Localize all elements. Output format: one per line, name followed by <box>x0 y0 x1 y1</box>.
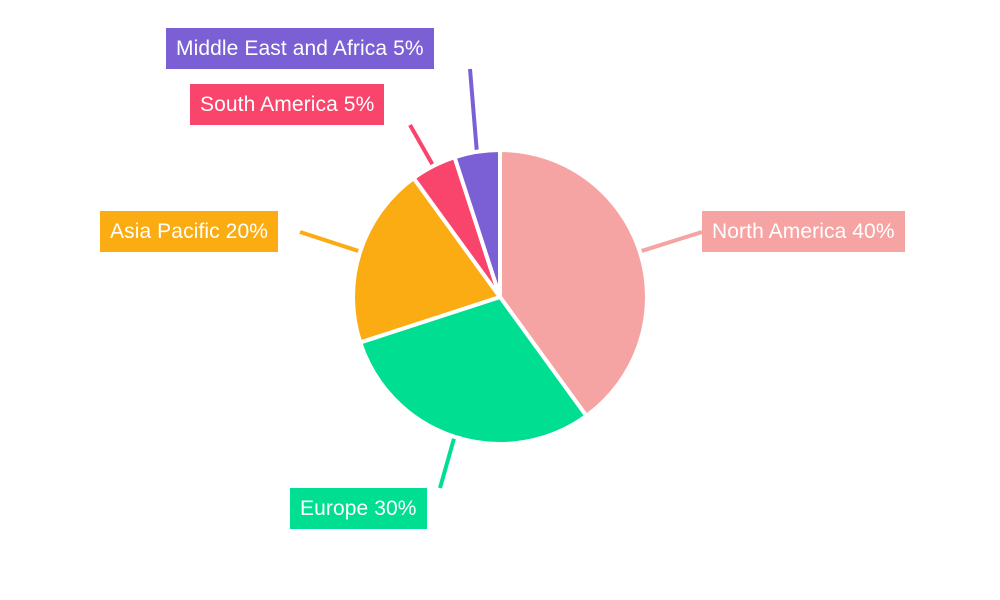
pie-slice-asia-pacific[interactable] <box>351 176 502 345</box>
pie-slice-europe[interactable] <box>358 295 589 446</box>
pie-label-south-america[interactable]: South America 5% <box>190 84 385 125</box>
pie-label-europe[interactable]: Europe 30% <box>290 488 427 529</box>
leader-line-north-america <box>641 230 703 253</box>
pie-label-north-america[interactable]: North America 40% <box>702 211 905 252</box>
pie-slice-north-america[interactable] <box>498 148 649 418</box>
leader-line-europe <box>438 438 456 489</box>
pie-label-asia-pacific[interactable]: Asia Pacific 20% <box>100 211 279 252</box>
leader-line-asia-pacific <box>299 230 359 253</box>
pie-label-middle-east[interactable]: Middle East and Africa 5% <box>166 28 434 69</box>
leader-line-group <box>299 68 703 489</box>
pie-slice-group <box>351 148 649 446</box>
pie-slice-middle-east-and-africa[interactable] <box>452 148 502 299</box>
leader-line-south-america <box>408 124 435 166</box>
leader-line-middle-east-and-africa <box>468 68 479 150</box>
